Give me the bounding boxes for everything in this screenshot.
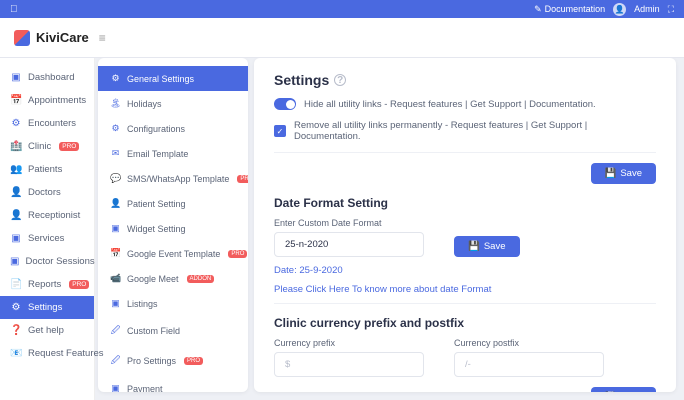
sidebar-item-reports[interactable]: 📄 Reports PRO xyxy=(0,273,94,296)
sub-item-google-event-template[interactable]: 📅 Google Event Template PRO xyxy=(98,241,248,266)
admin-label: Admin xyxy=(634,4,660,14)
sidebar-item-services[interactable]: ▣ Services xyxy=(0,227,94,250)
sidebar-item-dashboard[interactable]: ▣ Dashboard xyxy=(0,66,94,89)
pro-settings-icon: 🖉 xyxy=(110,353,121,369)
widget-icon: ▣ xyxy=(110,223,121,234)
currency-postfix-label: Currency postfix xyxy=(454,338,604,348)
sidebar-item-request-features[interactable]: 📧 Request Features xyxy=(0,342,94,365)
hide-utility-links-text: Hide all utility links - Request feature… xyxy=(304,99,596,110)
sidebar-item-doctor-sessions[interactable]: ▣ Doctor Sessions xyxy=(0,250,94,273)
encounters-icon: ⚙ xyxy=(10,118,22,129)
hide-utility-links-toggle[interactable] xyxy=(274,98,296,110)
custom-field-icon: 🖉 xyxy=(110,323,121,339)
sms-pro-badge: PRO xyxy=(237,175,248,183)
save-button-date-format[interactable]: 💾 Save xyxy=(454,236,520,257)
documentation-link[interactable]: ✎ Documentation xyxy=(534,4,605,15)
general-settings-icon: ⚙ xyxy=(110,73,121,84)
wordpress-icon:  xyxy=(10,4,18,15)
sidebar-item-appointments[interactable]: 📅 Appointments xyxy=(0,89,94,112)
features-icon: 📧 xyxy=(10,348,22,359)
date-format-input-label: Enter Custom Date Format xyxy=(274,218,656,228)
save-button-currency[interactable]: 💾 Save xyxy=(591,387,657,392)
date-format-row: 💾 Save xyxy=(274,232,656,257)
sidebar-item-receptionist[interactable]: 👤 Receptionist xyxy=(0,204,94,227)
save-icon-2: 💾 xyxy=(468,241,480,252)
sub-item-email-template[interactable]: ✉ Email Template xyxy=(98,141,248,166)
sub-item-widget-setting[interactable]: ▣ Widget Setting xyxy=(98,216,248,241)
google-event-icon: 📅 xyxy=(110,248,121,259)
appointments-icon: 📅 xyxy=(10,95,22,106)
help-question-icon[interactable]: ? xyxy=(334,74,346,86)
email-icon: ✉ xyxy=(110,148,121,159)
sub-item-listings[interactable]: ▣ Listings xyxy=(98,291,248,316)
sub-item-pro-settings[interactable]: 🖉 Pro Settings PRO xyxy=(98,346,248,376)
clinic-icon: 🏥 xyxy=(10,141,22,152)
doctor-sessions-icon: ▣ xyxy=(10,256,19,267)
currency-fields-row: Currency prefix Currency postfix xyxy=(274,338,656,377)
patients-icon: 👥 xyxy=(10,164,22,175)
expand-icon[interactable]: ⛶ xyxy=(668,4,674,15)
google-meet-icon: 📹 xyxy=(110,273,121,284)
remove-utility-links-text: Remove all utility links permanently - R… xyxy=(294,120,656,142)
google-event-pro-badge: PRO xyxy=(228,250,247,258)
sidebar-item-doctors[interactable]: 👤 Doctors xyxy=(0,181,94,204)
settings-subsidebar: ⚙ General Settings 🏝 Holidays ⚙ Configur… xyxy=(98,58,248,392)
sidebar-item-get-help[interactable]: ❓ Get help xyxy=(0,319,94,342)
page-title: Settings ? xyxy=(274,72,656,88)
help-icon: ❓ xyxy=(10,325,22,336)
holidays-icon: 🏝 xyxy=(110,98,121,109)
google-meet-addon-badge: ADDON xyxy=(187,275,215,283)
pro-settings-pro-badge: PRO xyxy=(184,357,203,365)
currency-prefix-input[interactable] xyxy=(274,352,424,377)
sub-item-holidays[interactable]: 🏝 Holidays xyxy=(98,91,248,116)
doctors-icon: 👤 xyxy=(10,187,22,198)
app-title: KiviCare xyxy=(36,30,89,45)
services-icon: ▣ xyxy=(10,233,22,244)
receptionist-icon: 👤 xyxy=(10,210,22,221)
main-sidebar: ▣ Dashboard 📅 Appointments ⚙ Encounters … xyxy=(0,58,95,400)
listings-icon: ▣ xyxy=(110,298,121,309)
sub-item-payment[interactable]: ▣ Payment xyxy=(98,376,248,392)
sub-item-configurations[interactable]: ⚙ Configurations xyxy=(98,116,248,141)
currency-prefix-label: Currency prefix xyxy=(274,338,424,348)
hide-utility-links-row: Hide all utility links - Request feature… xyxy=(274,98,656,110)
sub-item-patient-setting[interactable]: 👤 Patient Setting xyxy=(98,191,248,216)
settings-icon: ⚙ xyxy=(10,302,22,313)
save-icon: 💾 xyxy=(605,168,617,179)
clinic-pro-badge: PRO xyxy=(59,142,79,151)
sub-item-sms-whatsapp-template[interactable]: 💬 SMS/WhatsApp Template PRO xyxy=(98,166,248,191)
save-button-utility[interactable]: 💾 Save xyxy=(591,163,657,184)
hamburger-icon[interactable]: ≡ xyxy=(99,31,106,45)
sub-item-google-meet[interactable]: 📹 Google Meet ADDON xyxy=(98,266,248,291)
sub-item-custom-field[interactable]: 🖉 Custom Field xyxy=(98,316,248,346)
reports-pro-badge: PRO xyxy=(69,280,89,289)
sidebar-item-patients[interactable]: 👥 Patients xyxy=(0,158,94,181)
config-icon: ⚙ xyxy=(110,123,121,134)
currency-postfix-input[interactable] xyxy=(454,352,604,377)
reports-icon: 📄 xyxy=(10,279,22,290)
date-format-current-label: Date: 25-9-2020 xyxy=(274,265,656,276)
sidebar-item-encounters[interactable]: ⚙ Encounters xyxy=(0,112,94,135)
documentation-icon: ✎ xyxy=(534,4,542,15)
date-format-input[interactable] xyxy=(274,232,424,257)
remove-utility-links-row: ✓ Remove all utility links permanently -… xyxy=(274,120,656,142)
remove-utility-links-checkbox[interactable]: ✓ xyxy=(274,125,286,137)
patient-setting-icon: 👤 xyxy=(110,198,121,209)
kivicare-logo-icon xyxy=(14,30,30,46)
currency-section-title: Clinic currency prefix and postfix xyxy=(274,316,656,330)
save-button-wrap-top: 💾 Save xyxy=(274,163,656,184)
sub-item-general-settings[interactable]: ⚙ General Settings xyxy=(98,66,248,91)
sidebar-item-settings[interactable]: ⚙ Settings xyxy=(0,296,94,319)
date-format-info-link[interactable]: Please Click Here To know more about dat… xyxy=(274,284,656,295)
avatar[interactable]: 👤 xyxy=(613,3,626,16)
dashboard-icon: ▣ xyxy=(10,72,22,83)
sidebar-item-clinic[interactable]: 🏥 Clinic PRO xyxy=(0,135,94,158)
payment-icon: ▣ xyxy=(110,383,121,392)
sms-icon: 💬 xyxy=(110,173,121,184)
date-format-section-title: Date Format Setting xyxy=(274,196,656,210)
main-content: Settings ? Hide all utility links - Requ… xyxy=(254,58,676,392)
save-button-wrap-currency: 💾 Save xyxy=(274,387,656,392)
wordpress-topbar:  ✎ Documentation 👤 Admin ⛶ xyxy=(0,0,684,18)
app-header: KiviCare ≡ xyxy=(0,18,684,58)
